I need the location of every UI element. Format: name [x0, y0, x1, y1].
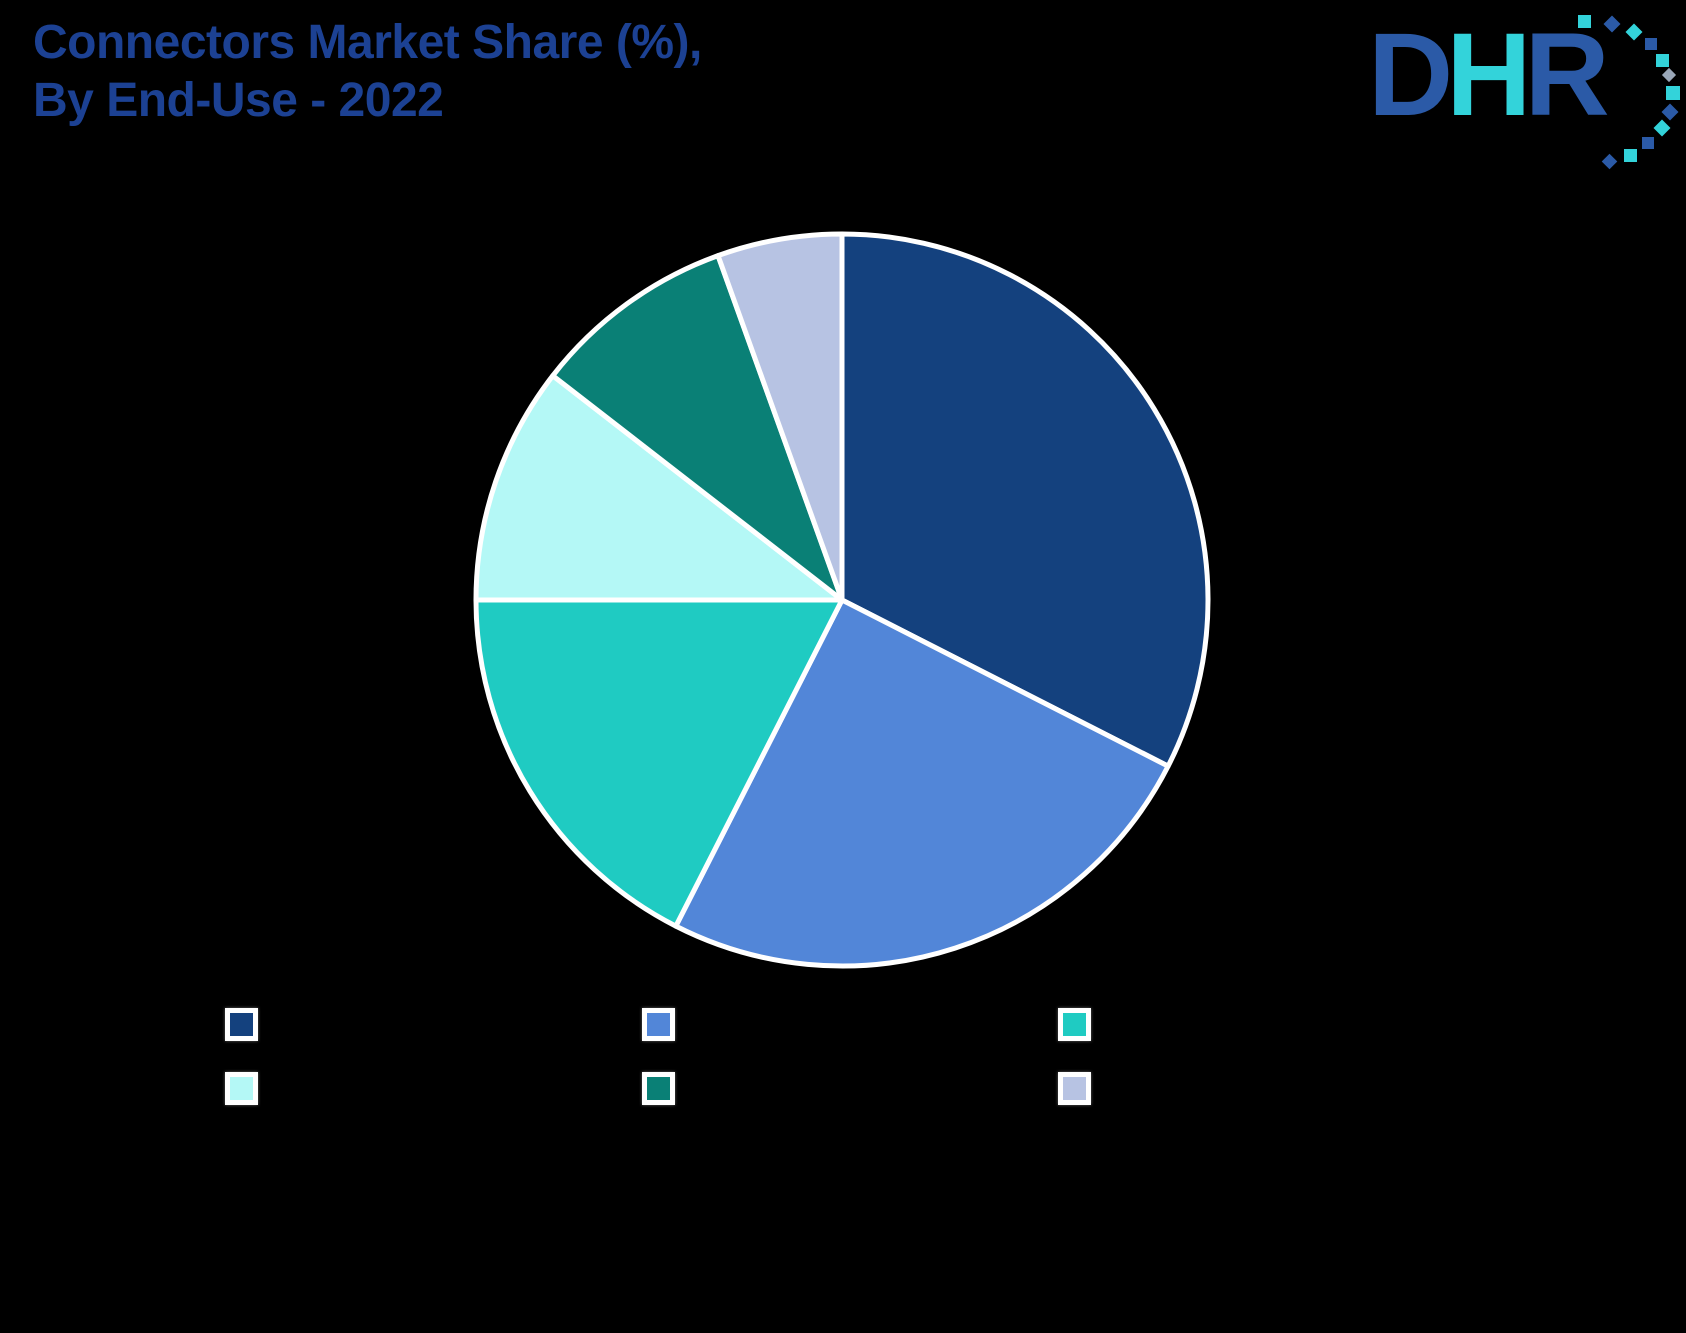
- legend-item: [1058, 1007, 1103, 1041]
- dhr-logo: DHR: [1368, 10, 1686, 170]
- pie-slice-2: [673, 597, 1171, 969]
- pie-slice-1: [839, 231, 1211, 769]
- logo-dot-icon: [1666, 86, 1680, 100]
- legend-item: [225, 1007, 270, 1041]
- chart-title-line1: Connectors Market Share (%),: [33, 16, 702, 69]
- legend-item: [1058, 1071, 1103, 1105]
- logo-dot-icon: [1624, 149, 1637, 162]
- legend-item: [642, 1007, 687, 1041]
- pie-slice-6: [715, 231, 845, 603]
- logo-dot-icon: [1642, 137, 1654, 149]
- logo-dot-icon: [1656, 54, 1669, 67]
- logo-dot-icon: [1645, 38, 1657, 50]
- legend-swatch-icon: [642, 1007, 675, 1041]
- logo-dot-icon: [1578, 15, 1591, 28]
- logo-letter-d: D: [1368, 9, 1453, 141]
- legend-swatch-icon: [1058, 1007, 1091, 1041]
- legend-swatch-icon: [642, 1071, 675, 1105]
- logo-letter-r: R: [1524, 9, 1609, 141]
- pie-slice-5: [550, 253, 845, 603]
- dhr-logo-text: DHR: [1368, 9, 1610, 141]
- legend-swatch-icon: [225, 1007, 258, 1041]
- legend-swatch-icon: [1058, 1071, 1091, 1105]
- legend-item: [225, 1071, 270, 1105]
- legend-swatch-icon: [225, 1071, 258, 1105]
- legend-item: [642, 1071, 687, 1105]
- chart-title-line2: By End-Use - 2022: [33, 74, 444, 127]
- logo-letter-h: H: [1446, 9, 1531, 141]
- chart-title: Connectors Market Share (%), By End-Use …: [33, 14, 702, 130]
- pie-slice-3: [473, 597, 845, 929]
- pie-slice-4: [473, 373, 845, 603]
